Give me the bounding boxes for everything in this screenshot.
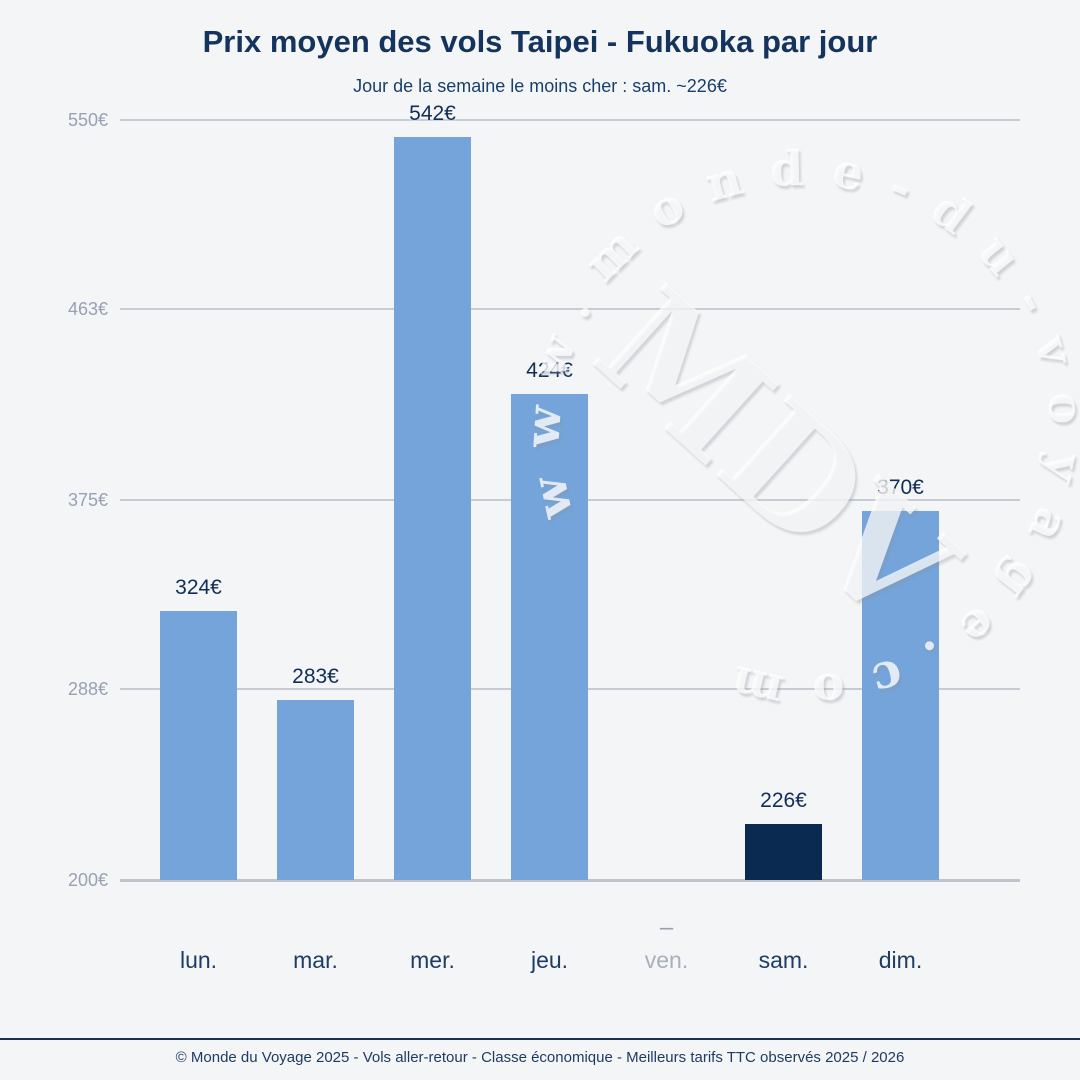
x-category-label: lun. bbox=[179, 947, 218, 973]
bar bbox=[160, 610, 237, 880]
chart-title: Prix moyen des vols Taipei - Fukuoka par… bbox=[202, 24, 878, 59]
x-category-label: dim. bbox=[878, 947, 923, 973]
bar bbox=[745, 823, 822, 880]
y-tick-label: 550€ bbox=[67, 110, 108, 130]
y-axis: 550€ 463€ 375€ 288€ 200€ bbox=[0, 110, 108, 890]
chart-subtitle: Jour de la semaine le moins cher : sam. … bbox=[353, 76, 727, 96]
x-category-label: ven. bbox=[644, 947, 689, 973]
bar bbox=[394, 137, 471, 880]
x-category-label: mar. bbox=[293, 947, 338, 973]
gridline bbox=[120, 879, 1020, 882]
x-category-label: mer. bbox=[410, 947, 455, 973]
footer-text: © Monde du Voyage 2025 - Vols aller-reto… bbox=[175, 1049, 905, 1066]
bar bbox=[862, 510, 939, 880]
x-category-label: sam. bbox=[758, 947, 809, 973]
y-tick-label: 288€ bbox=[67, 678, 108, 699]
bar-value-label: 542€ bbox=[409, 102, 456, 126]
y-tick-label: 375€ bbox=[67, 490, 108, 510]
x-category-label: jeu. bbox=[530, 947, 569, 973]
plot-area: 324€ lun. 283€ mar. 542€ mer. 424€ jeu. – ven. 226… bbox=[120, 102, 1020, 973]
bar-value-label: 226€ bbox=[760, 788, 807, 812]
bar-value-label: 283€ bbox=[292, 664, 339, 688]
y-tick-label: 200€ bbox=[67, 870, 108, 890]
bar-value-label: 424€ bbox=[526, 358, 573, 382]
missing-value-dash: – bbox=[659, 914, 674, 941]
bar bbox=[277, 699, 354, 880]
bar bbox=[511, 393, 588, 880]
bar-value-label: 370€ bbox=[877, 475, 924, 499]
gridline bbox=[120, 307, 1020, 310]
bar-value-label: 324€ bbox=[175, 575, 222, 599]
gridline bbox=[120, 119, 1020, 121]
footer: © Monde du Voyage 2025 - Vols aller-reto… bbox=[0, 1038, 1080, 1080]
y-tick-label: 463€ bbox=[67, 298, 108, 319]
